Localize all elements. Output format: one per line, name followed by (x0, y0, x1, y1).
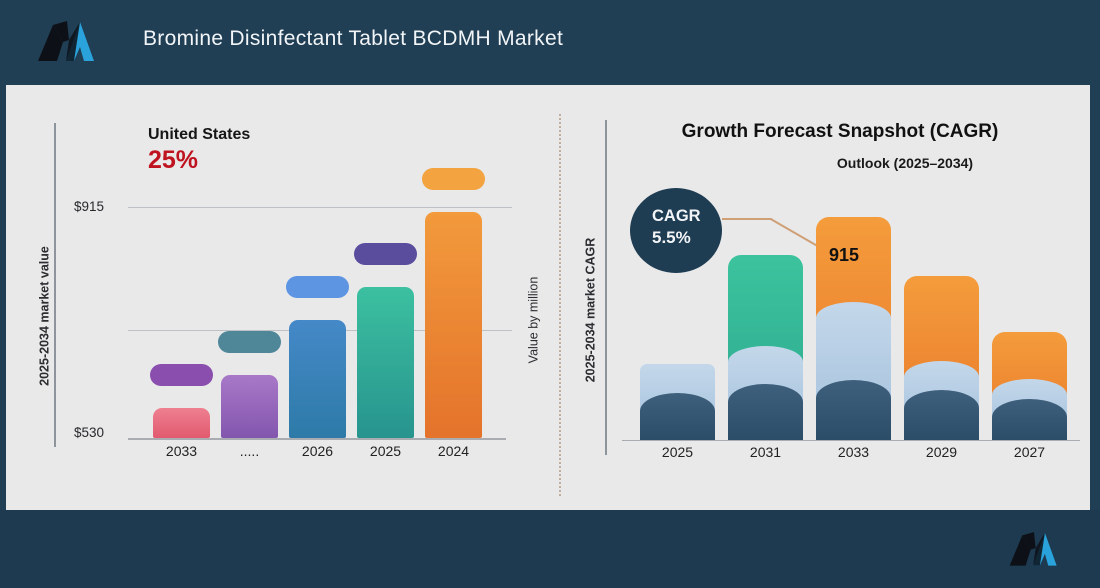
segment-navy-2029 (904, 390, 979, 440)
left-chart-highlight-percent: 25% (148, 146, 199, 174)
segment-navy-2033 (816, 380, 891, 440)
left-chart-x-axis (128, 438, 506, 440)
stacked-bar-2031 (728, 255, 803, 440)
ama-logo-icon (38, 21, 94, 61)
cagr-badge-label: CAGR (652, 207, 701, 225)
segment-navy-2025 (640, 393, 715, 440)
x-label-2024: 2024 (437, 443, 470, 459)
bar-2025 (357, 287, 414, 438)
x-label-2029: 2029 (925, 444, 958, 460)
callout-connector-horizontal (722, 218, 772, 220)
stacked-bar-2027 (992, 332, 1067, 440)
segment-navy-2031 (728, 384, 803, 440)
bar-2026 (289, 320, 346, 438)
footer-bar: @ All Market Analysis Snapshot GlobalBro… (0, 510, 1100, 588)
footer-ama-logo-icon (1009, 532, 1057, 566)
left-edge-strip (0, 85, 6, 510)
right-chart-title: Growth Forecast Snapshot (CAGR) (681, 121, 999, 142)
x-label-2027: 2027 (1013, 444, 1046, 460)
right-chart-x-axis (622, 440, 1080, 441)
left-chart-region-label: United States (148, 126, 251, 143)
bar-cap-2024 (422, 168, 485, 190)
left-chart-ytick-bottom: $530 (73, 425, 104, 440)
bar-2033 (153, 408, 210, 438)
x-label-2033: 2033 (837, 444, 870, 460)
x-label-2033: 2033 (165, 443, 198, 459)
bar-cap-2025 (354, 243, 417, 265)
segment-navy-2027 (992, 399, 1067, 440)
callout-connector-diagonal (770, 218, 820, 248)
x-label-.....: ..... (239, 443, 260, 459)
right-chart-y-axis-title: 2025-2034 market CAGR (583, 237, 598, 383)
header-bar: Bromine Disinfectant Tablet BCDMH Market (0, 0, 1100, 85)
panel-divider-dotted-line (559, 114, 561, 496)
left-chart-y-axis (54, 123, 56, 447)
bar-..... (221, 375, 278, 438)
bar-cap-2033 (150, 364, 213, 386)
x-label-2025: 2025 (661, 444, 694, 460)
cagr-badge: CAGR 5.5% (630, 188, 722, 273)
bar-cap-..... (218, 331, 281, 353)
left-chart-gridline-915 (128, 207, 512, 208)
left-chart-y-axis-title: 2025-2034 market value (37, 246, 52, 386)
cagr-badge-value: 5.5% (652, 228, 691, 247)
left-chart-ytick-top: $915 (73, 199, 104, 214)
data-label-2033: 915 (829, 245, 860, 265)
left-chart-right-axis-title: Value by million (526, 276, 541, 364)
x-label-2025: 2025 (369, 443, 402, 459)
right-chart-subtitle: Outlook (2025–2034) (836, 155, 974, 171)
right-chart-y-axis (605, 120, 607, 455)
page-title: Bromine Disinfectant Tablet BCDMH Market (143, 27, 564, 50)
stacked-bar-2033 (816, 217, 891, 440)
x-label-2031: 2031 (749, 444, 782, 460)
right-edge-strip (1090, 85, 1100, 510)
bar-cap-2026 (286, 276, 349, 298)
stacked-bar-2029 (904, 276, 979, 440)
bar-2024 (425, 212, 482, 438)
stacked-bar-2025 (640, 364, 715, 440)
x-label-2026: 2026 (301, 443, 334, 459)
